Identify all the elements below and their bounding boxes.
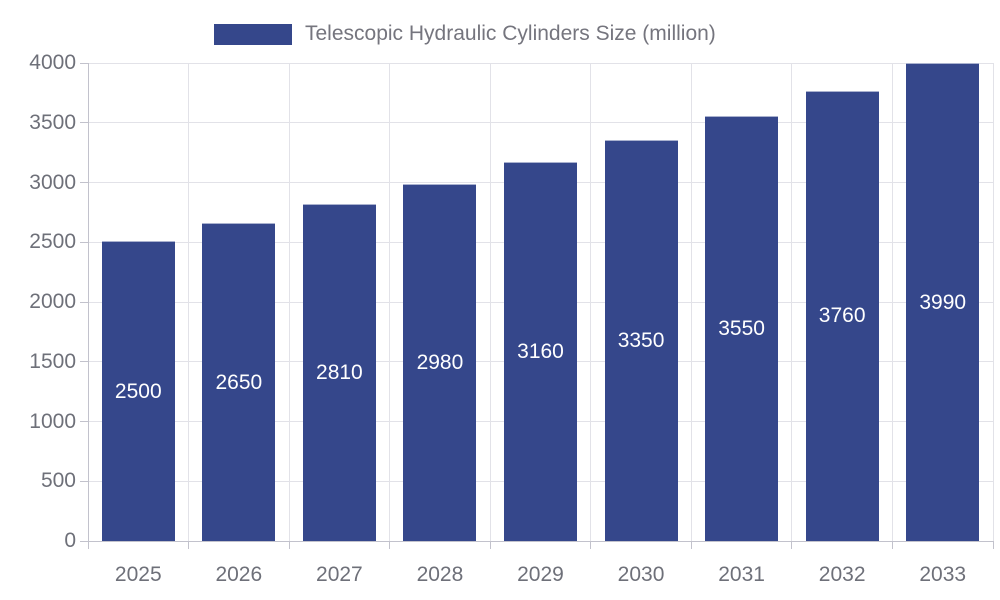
- y-tick-label: 3500: [29, 110, 76, 134]
- bar-value-label: 3350: [617, 328, 665, 352]
- x-axis-tick: [690, 541, 692, 549]
- x-tick-label: 2030: [617, 563, 665, 586]
- y-axis-line: [88, 63, 89, 541]
- bar[interactable]: 2650: [202, 223, 276, 541]
- y-axis-tick: [80, 301, 88, 303]
- gridline-horizontal: [88, 62, 993, 64]
- legend-swatch: [214, 23, 292, 45]
- y-axis-tick: [80, 182, 88, 183]
- bar-value-label: 2810: [316, 361, 363, 385]
- x-axis-tick: [489, 541, 491, 549]
- legend[interactable]: Telescopic Hydraulic Cylinders Size (mil…: [214, 22, 716, 46]
- gridline-vertical: [489, 63, 491, 541]
- bar[interactable]: 3760: [805, 90, 879, 541]
- x-tick-label: 2031: [718, 563, 765, 586]
- x-axis-tick: [389, 541, 391, 549]
- x-axis-tick: [992, 541, 994, 549]
- gridline-vertical: [288, 63, 290, 541]
- y-axis-tick: [80, 480, 88, 482]
- x-axis-tick: [288, 541, 290, 549]
- x-tick-label: 2033: [919, 563, 967, 586]
- x-axis-tick: [791, 541, 793, 549]
- gridline-vertical: [891, 63, 893, 541]
- bar-value-label: 3160: [517, 340, 564, 364]
- x-tick-label: 2025: [114, 563, 162, 586]
- x-tick-label: 2028: [416, 563, 464, 586]
- plot-area: 2500 2650 2810 2980 3160 3350 3550 3760 3990: [88, 62, 994, 541]
- x-tick-label: 2026: [215, 563, 263, 586]
- gridline-vertical: [992, 63, 994, 541]
- bar[interactable]: 3990: [906, 63, 980, 541]
- gridline-horizontal: [88, 122, 993, 124]
- bar-value-label: 3760: [818, 304, 866, 328]
- y-tick-label: 1500: [29, 349, 76, 373]
- x-tick-label: 2027: [316, 563, 363, 586]
- x-axis-line: [88, 541, 993, 542]
- y-axis-tick: [80, 540, 88, 542]
- y-tick-label: 3000: [29, 170, 76, 194]
- gridline-vertical: [188, 63, 190, 541]
- bar[interactable]: 2500: [101, 241, 175, 541]
- x-tick-label: 2029: [517, 563, 564, 586]
- bar-value-label: 2500: [114, 379, 162, 403]
- bar-value-label: 2650: [215, 370, 263, 394]
- x-axis-tick: [87, 541, 89, 549]
- y-tick-label: 500: [40, 469, 76, 493]
- y-axis-tick: [80, 62, 88, 64]
- bar-value-label: 3990: [919, 290, 967, 314]
- bar[interactable]: 3160: [504, 162, 577, 541]
- gridline-vertical: [690, 63, 692, 541]
- y-tick-label: 4000: [29, 51, 76, 74]
- y-axis-tick: [80, 241, 88, 243]
- y-axis-tick: [80, 361, 88, 363]
- y-tick-label: 0: [64, 529, 76, 552]
- y-axis-tick: [80, 122, 88, 124]
- gridline-vertical: [389, 63, 391, 541]
- bar-value-label: 3550: [718, 316, 765, 340]
- x-axis-tick: [891, 541, 893, 549]
- x-tick-label: 2032: [818, 563, 866, 586]
- gridline-vertical: [791, 63, 793, 541]
- bar[interactable]: 3550: [705, 115, 779, 541]
- bar[interactable]: 2810: [302, 204, 376, 541]
- y-tick-label: 2500: [29, 230, 76, 254]
- x-axis-tick: [590, 541, 592, 549]
- x-axis-tick: [188, 541, 190, 549]
- y-tick-label: 2000: [29, 290, 76, 313]
- y-axis-tick: [80, 421, 88, 422]
- gridline-vertical: [590, 63, 592, 541]
- bar-value-label: 2980: [416, 350, 464, 374]
- legend-label: Telescopic Hydraulic Cylinders Size (mil…: [305, 22, 716, 45]
- bar[interactable]: 3350: [604, 139, 678, 541]
- y-tick-label: 1000: [29, 409, 76, 433]
- bar[interactable]: 2980: [403, 183, 477, 541]
